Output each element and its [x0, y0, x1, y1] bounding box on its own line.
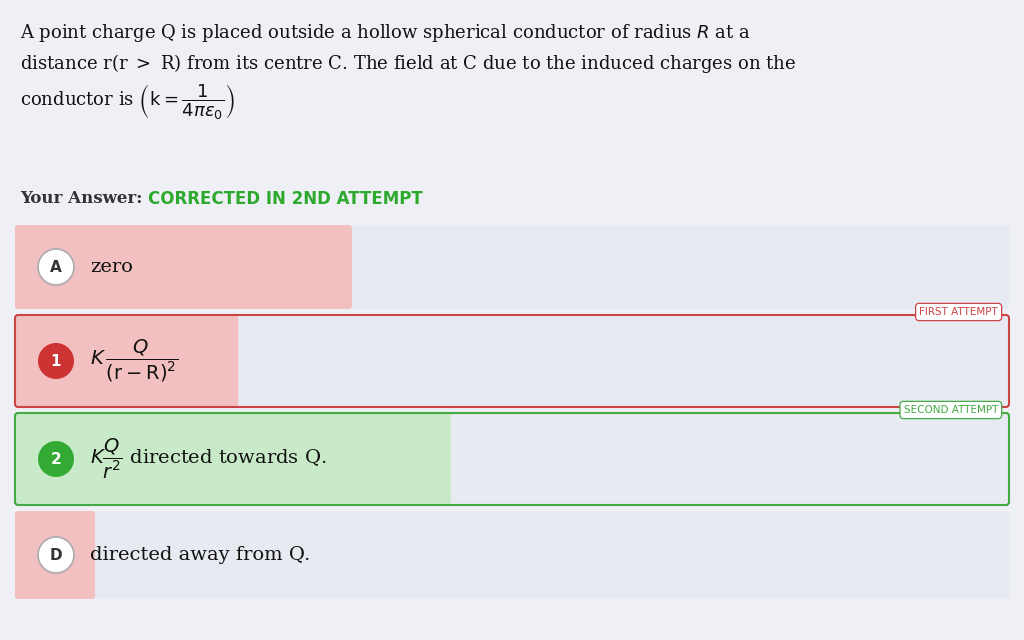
Text: SECOND ATTEMPT: SECOND ATTEMPT	[903, 405, 998, 415]
Text: D: D	[50, 547, 62, 563]
FancyBboxPatch shape	[15, 511, 1009, 599]
Text: A: A	[50, 259, 61, 275]
Text: conductor is $\left(\mathrm{k} = \dfrac{1}{4\pi\epsilon_0}\right)$: conductor is $\left(\mathrm{k} = \dfrac{…	[20, 82, 236, 121]
Text: CORRECTED IN 2ND ATTEMPT: CORRECTED IN 2ND ATTEMPT	[148, 190, 423, 208]
Text: Your Answer:: Your Answer:	[20, 190, 142, 207]
Text: directed away from Q.: directed away from Q.	[90, 546, 310, 564]
FancyBboxPatch shape	[15, 225, 1009, 309]
Circle shape	[38, 441, 74, 477]
Text: FIRST ATTEMPT: FIRST ATTEMPT	[920, 307, 998, 317]
Circle shape	[38, 249, 74, 285]
Text: $K\,\dfrac{Q}{(\mathrm{r}-\mathrm{R})^2}$: $K\,\dfrac{Q}{(\mathrm{r}-\mathrm{R})^2}…	[90, 338, 178, 384]
Text: A point charge Q is placed outside a hollow spherical conductor of radius $R$ at: A point charge Q is placed outside a hol…	[20, 22, 751, 44]
Text: $K\dfrac{Q}{r^2}$ directed towards Q.: $K\dfrac{Q}{r^2}$ directed towards Q.	[90, 436, 327, 481]
FancyBboxPatch shape	[15, 413, 451, 505]
FancyBboxPatch shape	[15, 225, 352, 309]
FancyBboxPatch shape	[15, 413, 1009, 505]
FancyBboxPatch shape	[15, 315, 239, 407]
Text: zero: zero	[90, 258, 133, 276]
Circle shape	[38, 537, 74, 573]
Text: 2: 2	[50, 451, 61, 467]
Text: distance r(r $>$ R) from its centre C. The field at C due to the induced charges: distance r(r $>$ R) from its centre C. T…	[20, 52, 797, 75]
FancyBboxPatch shape	[15, 511, 95, 599]
FancyBboxPatch shape	[15, 315, 1009, 407]
Text: 1: 1	[51, 353, 61, 369]
Circle shape	[38, 343, 74, 379]
